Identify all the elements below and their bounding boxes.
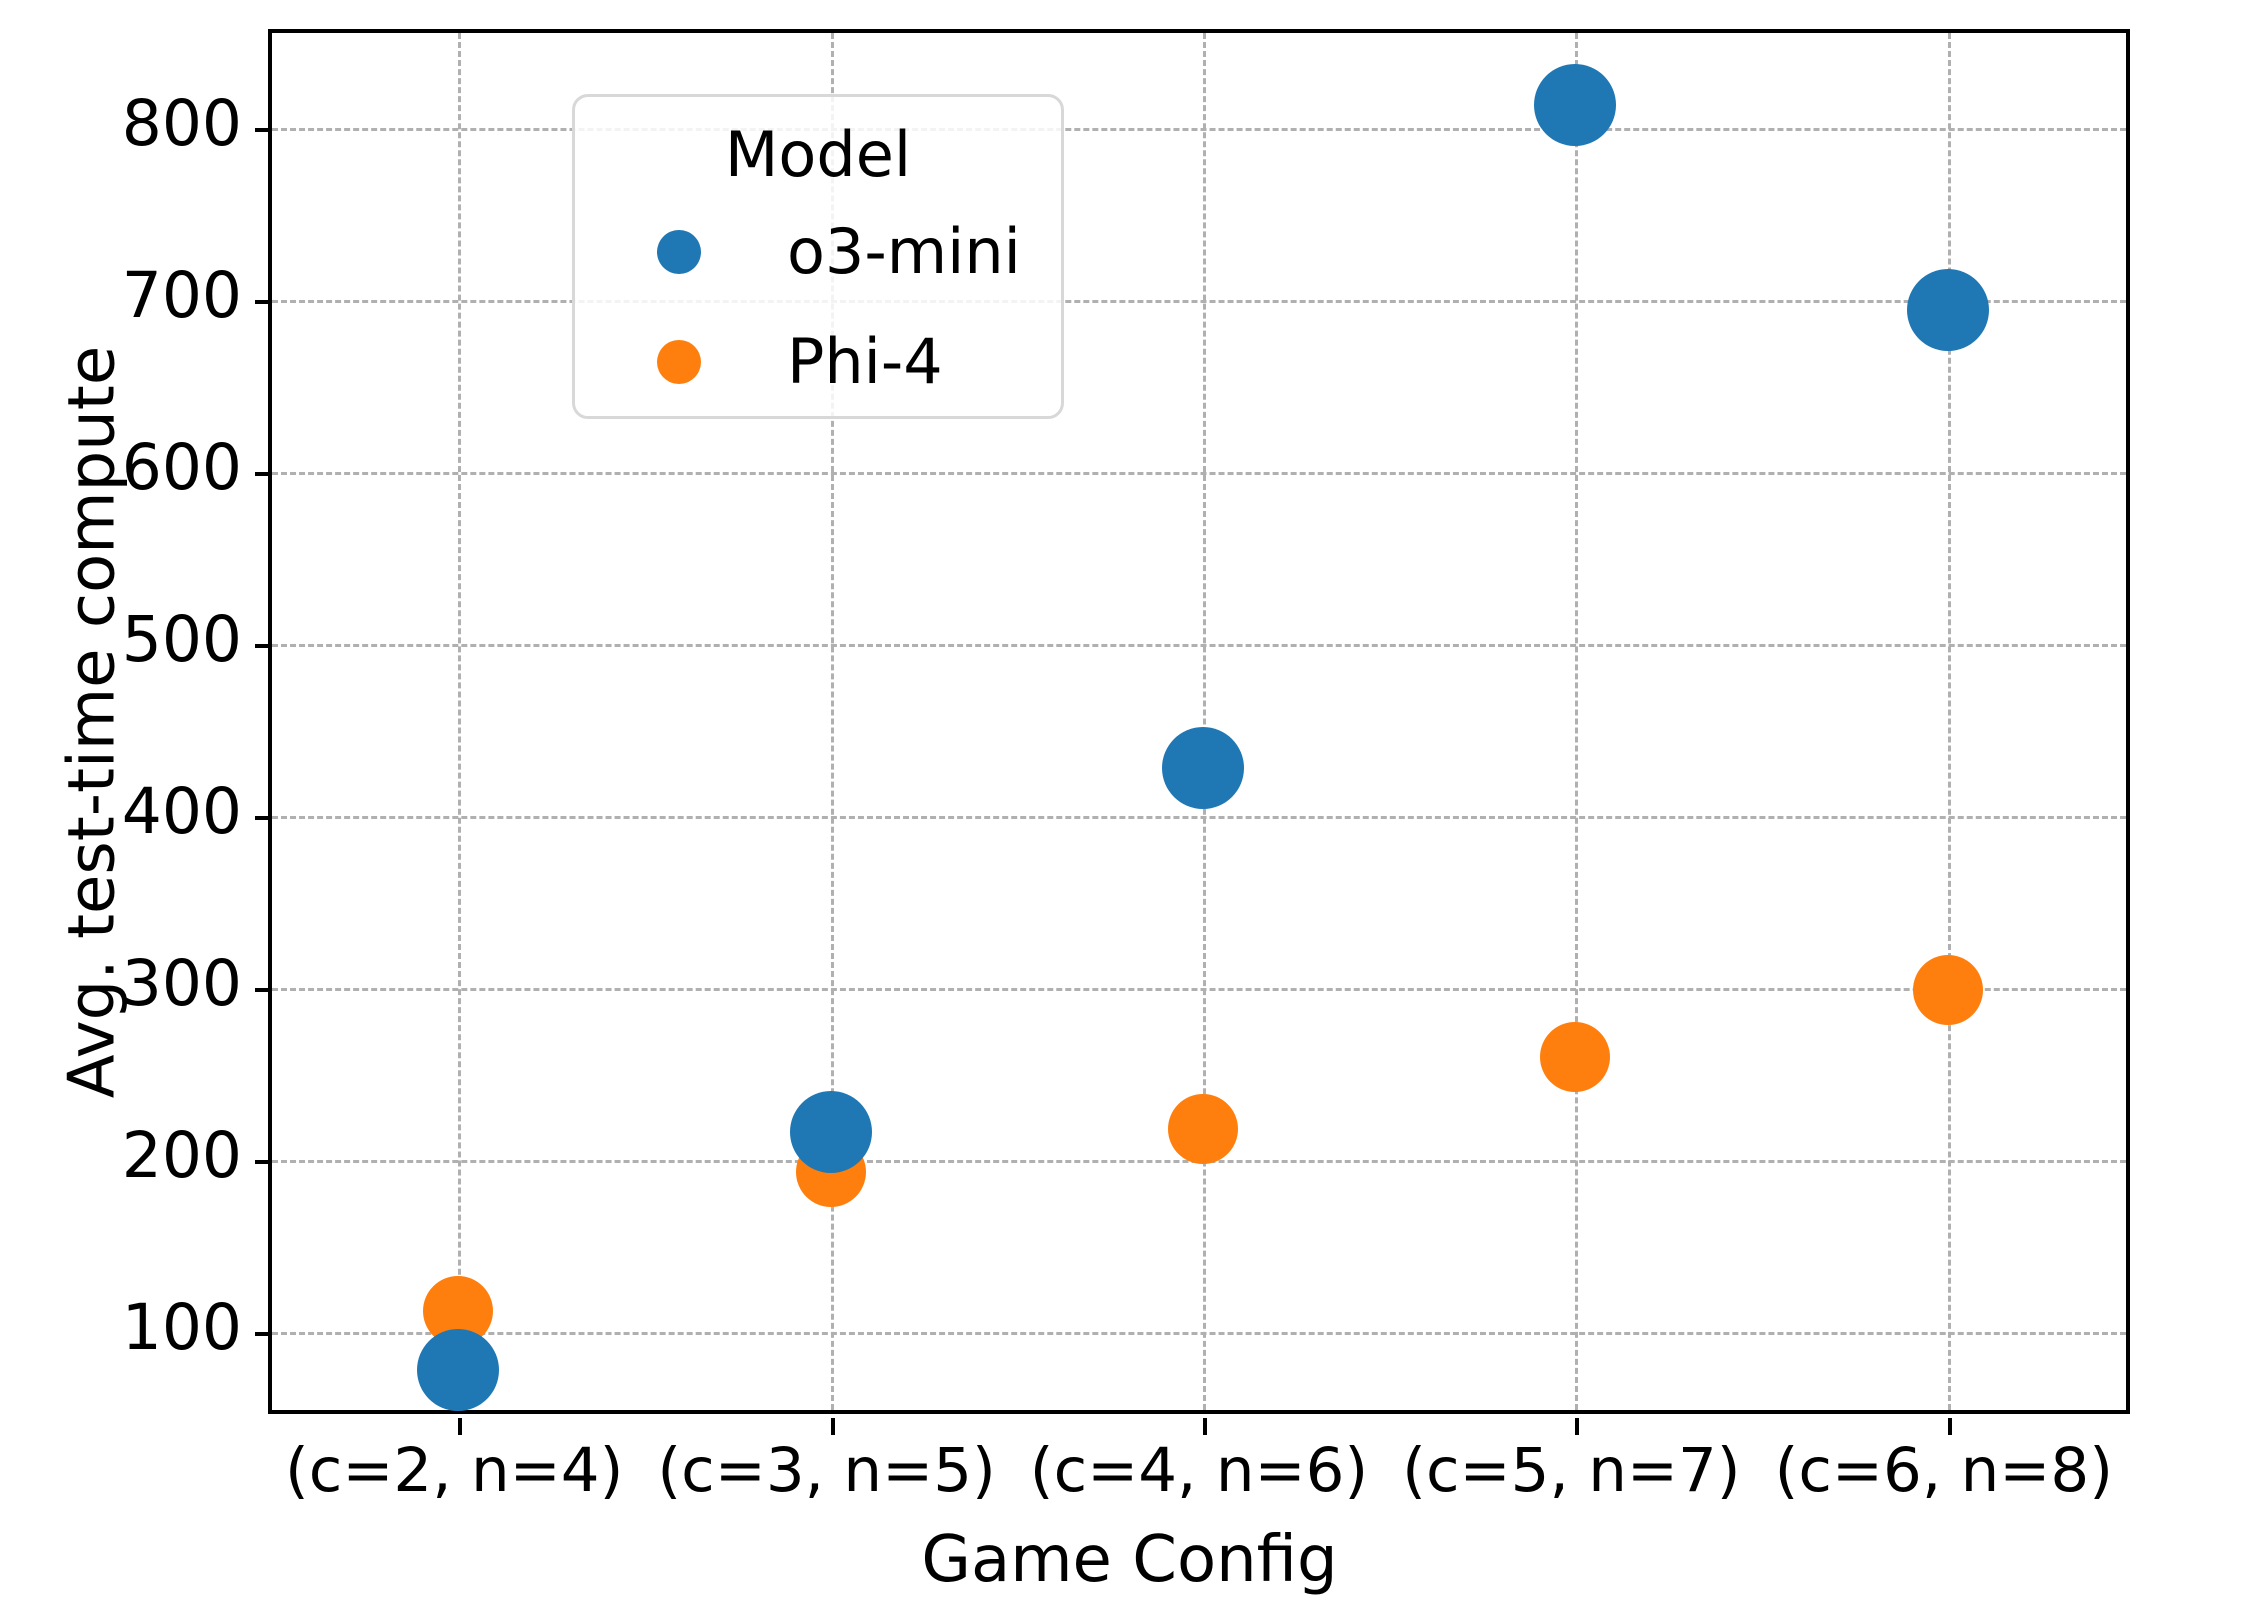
y-tick-label: 800 bbox=[121, 86, 242, 160]
gridline-vertical bbox=[1575, 33, 1579, 1410]
y-tick-mark bbox=[255, 987, 272, 992]
x-tick-mark bbox=[1203, 1418, 1207, 1435]
gridline-vertical bbox=[1947, 33, 1951, 1410]
data-point-o3-mini bbox=[1534, 64, 1617, 147]
x-tick-label: (c=5, n=7) bbox=[1402, 1435, 1741, 1506]
y-tick-mark bbox=[255, 815, 272, 820]
data-point-o3-mini bbox=[1162, 726, 1244, 809]
x-tick-label: (c=3, n=5) bbox=[657, 1435, 996, 1506]
data-point-phi-4 bbox=[1912, 954, 1983, 1025]
y-tick-label: 500 bbox=[121, 602, 242, 676]
gridline-horizontal bbox=[272, 987, 2126, 991]
legend-swatch-o3-mini-icon bbox=[657, 230, 701, 274]
gridline-horizontal bbox=[272, 299, 2126, 303]
data-point-o3-mini bbox=[789, 1091, 872, 1174]
legend-item-phi-4[interactable]: Phi-4 bbox=[575, 312, 1061, 412]
gridline-vertical bbox=[458, 33, 462, 1410]
gridline-horizontal bbox=[272, 471, 2126, 475]
y-tick-label: 300 bbox=[121, 946, 242, 1020]
y-axis-title: Avg. test-time compute bbox=[55, 345, 130, 1099]
gridline-horizontal bbox=[272, 127, 2126, 131]
x-tick-label: (c=6, n=8) bbox=[1774, 1435, 2114, 1506]
gridline-horizontal bbox=[272, 643, 2126, 647]
legend-label-o3-mini: o3-mini bbox=[787, 215, 1021, 288]
y-tick-label: 700 bbox=[121, 258, 242, 332]
y-tick-label: 400 bbox=[121, 774, 242, 848]
y-tick-mark bbox=[255, 127, 272, 132]
data-point-phi-4 bbox=[1168, 1093, 1238, 1164]
y-tick-mark bbox=[255, 643, 272, 648]
gridline-vertical bbox=[830, 33, 834, 1410]
x-tick-mark bbox=[1947, 1418, 1952, 1435]
x-tick-mark bbox=[1575, 1418, 1580, 1435]
y-tick-label: 100 bbox=[121, 1290, 242, 1364]
data-point-phi-4 bbox=[1540, 1021, 1611, 1092]
gridline-horizontal bbox=[272, 815, 2126, 819]
y-tick-mark bbox=[255, 471, 272, 476]
legend-title: Model bbox=[724, 118, 912, 191]
data-point-o3-mini bbox=[417, 1328, 500, 1411]
gridline-horizontal bbox=[272, 1331, 2126, 1335]
data-point-o3-mini bbox=[1906, 269, 1989, 351]
y-tick-label: 600 bbox=[121, 430, 242, 504]
x-tick-label: (c=2, n=4) bbox=[284, 1435, 624, 1506]
y-tick-mark bbox=[255, 1331, 272, 1336]
x-axis-title: Game Config bbox=[921, 1523, 1338, 1597]
plot-area: Model o3-mini Phi-4 bbox=[255, 29, 2130, 1435]
legend-item-o3-mini[interactable]: o3-mini bbox=[575, 202, 1061, 302]
legend-swatch-phi-4-icon bbox=[657, 340, 701, 384]
y-tick-mark bbox=[255, 299, 272, 304]
x-tick-mark bbox=[830, 1418, 835, 1435]
x-tick-label: (c=4, n=6) bbox=[1029, 1435, 1369, 1506]
gridline-vertical bbox=[1203, 33, 1206, 1410]
legend: Model o3-mini Phi-4 bbox=[572, 94, 1064, 419]
y-tick-mark bbox=[255, 1159, 272, 1164]
x-tick-mark bbox=[458, 1418, 463, 1435]
y-tick-label: 200 bbox=[121, 1118, 242, 1192]
legend-label-phi-4: Phi-4 bbox=[787, 325, 943, 398]
